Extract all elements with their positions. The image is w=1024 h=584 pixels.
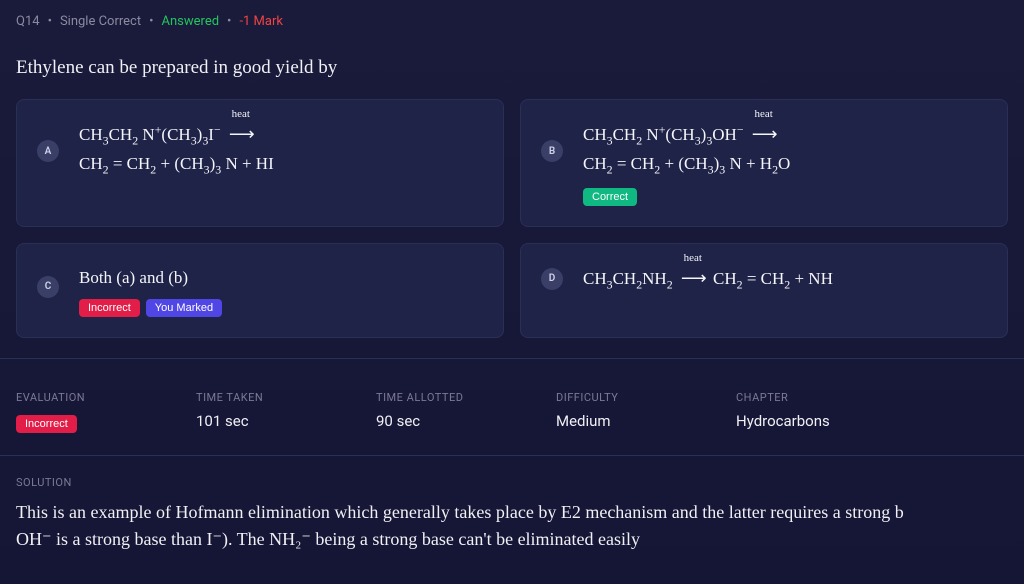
option-a[interactable]: A CH3CH2 N+(CH3)3I− heat⟶ CH2 = CH2 + (C… (16, 99, 504, 227)
meta-evaluation: EVALUATION Incorrect (16, 391, 136, 431)
separator-dot: • (149, 14, 153, 29)
meta-time-allotted: TIME ALLOTTED 90 sec (376, 391, 496, 431)
mark-value: -1 Mark (239, 14, 283, 29)
separator-dot: • (48, 14, 52, 29)
option-letter-a: A (37, 140, 59, 162)
option-d-formula: CH3CH2NH2 heat⟶ CH2 = CH2 + NH (583, 264, 987, 294)
meta-chapter-value: Hydrocarbons (736, 412, 856, 430)
status-answered: Answered (162, 14, 220, 29)
option-letter-d: D (541, 268, 563, 290)
option-c[interactable]: C Both (a) and (b) Incorrect You Marked (16, 243, 504, 338)
meta-evaluation-label: EVALUATION (16, 391, 136, 404)
badge-incorrect: Incorrect (79, 299, 140, 317)
option-a-formula: CH3CH2 N+(CH3)3I− heat⟶ CH2 = CH2 + (CH3… (79, 120, 483, 180)
separator-dot: • (227, 14, 231, 29)
badge-correct: Correct (583, 188, 637, 206)
meta-time-allotted-value: 90 sec (376, 412, 496, 430)
meta-time-allotted-label: TIME ALLOTTED (376, 391, 496, 404)
option-c-text: Both (a) and (b) (79, 264, 483, 291)
option-letter-b: B (541, 140, 563, 162)
solution-body: This is an example of Hofmann eliminatio… (0, 499, 1024, 553)
meta-time-taken: TIME TAKEN 101 sec (196, 391, 316, 431)
meta-chapter-label: CHAPTER (736, 391, 856, 404)
meta-difficulty-label: DIFFICULTY (556, 391, 676, 404)
option-d[interactable]: D CH3CH2NH2 heat⟶ CH2 = CH2 + NH (520, 243, 1008, 338)
option-b-formula: CH3CH2 N+(CH3)3OH− heat⟶ CH2 = CH2 + (CH… (583, 120, 987, 180)
meta-chapter: CHAPTER Hydrocarbons (736, 391, 856, 431)
solution-label: SOLUTION (0, 456, 1024, 499)
question-text: Ethylene can be prepared in good yield b… (0, 29, 1024, 99)
option-b-body: CH3CH2 N+(CH3)3OH− heat⟶ CH2 = CH2 + (CH… (583, 120, 987, 206)
meta-evaluation-badge: Incorrect (16, 415, 77, 433)
badge-you-marked: You Marked (146, 299, 222, 317)
option-a-body: CH3CH2 N+(CH3)3I− heat⟶ CH2 = CH2 + (CH3… (79, 120, 483, 180)
meta-difficulty: DIFFICULTY Medium (556, 391, 676, 431)
option-letter-c: C (37, 276, 59, 298)
meta-time-taken-label: TIME TAKEN (196, 391, 316, 404)
question-number: Q14 (16, 14, 40, 29)
meta-difficulty-value: Medium (556, 412, 676, 430)
solution-line1: This is an example of Hofmann eliminatio… (16, 502, 904, 522)
solution-line2: OH⁻ is a strong base than I⁻). The NH₂⁻ … (16, 529, 640, 549)
meta-time-taken-value: 101 sec (196, 412, 316, 430)
question-type: Single Correct (60, 14, 141, 29)
question-header: Q14 • Single Correct • Answered • -1 Mar… (0, 0, 1024, 29)
options-grid: A CH3CH2 N+(CH3)3I− heat⟶ CH2 = CH2 + (C… (0, 99, 1024, 338)
option-d-body: CH3CH2NH2 heat⟶ CH2 = CH2 + NH (583, 264, 987, 294)
option-c-body: Both (a) and (b) Incorrect You Marked (79, 264, 483, 317)
option-b[interactable]: B CH3CH2 N+(CH3)3OH− heat⟶ CH2 = CH2 + (… (520, 99, 1008, 227)
meta-row: EVALUATION Incorrect TIME TAKEN 101 sec … (0, 358, 1024, 456)
